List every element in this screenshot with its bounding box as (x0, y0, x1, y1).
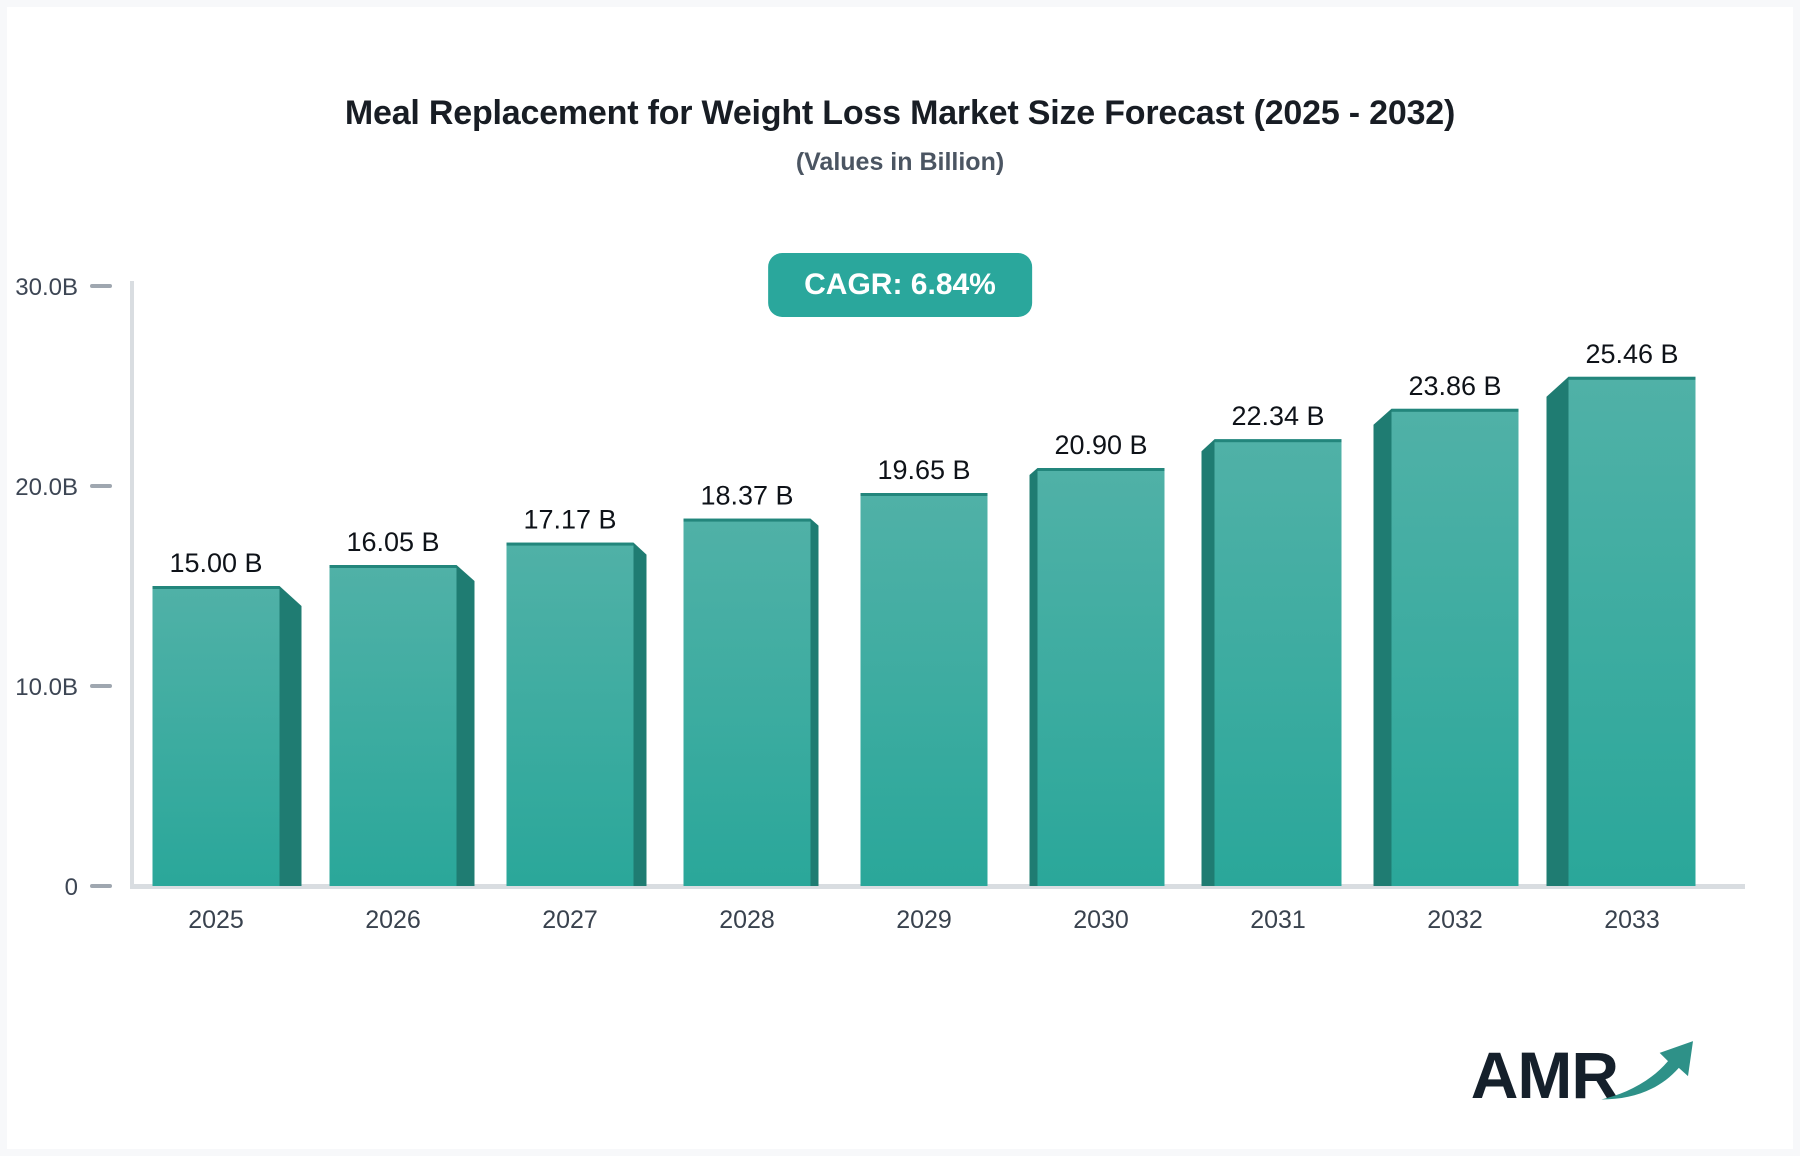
bar-side-face (1029, 468, 1038, 886)
bar-2029[interactable]: 19.65 B 2029 (860, 455, 988, 934)
x-axis-label: 2025 (188, 906, 244, 934)
bar-2027[interactable]: 17.17 B 2027 (506, 505, 647, 934)
bar-2026[interactable]: 16.05 B 2026 (329, 527, 475, 934)
bar-front-face (1037, 468, 1165, 886)
bar-front-face (1568, 376, 1696, 886)
bar-top-edge (1037, 468, 1165, 471)
bar-2032[interactable]: 23.86 B 2032 (1373, 371, 1519, 934)
bar-top-edge (329, 565, 457, 568)
y-tick-label: 30.0B (15, 274, 78, 301)
x-axis-label: 2032 (1427, 906, 1483, 934)
bar-value-label: 17.17 B (523, 505, 616, 535)
chart-title: Meal Replacement for Weight Loss Market … (344, 94, 1456, 132)
x-axis-line (130, 884, 1745, 889)
x-axis-label: 2026 (365, 906, 421, 934)
cagr-badge: CAGR: 6.84% (768, 253, 1032, 317)
bar-side-face (633, 542, 647, 886)
bar-2030[interactable]: 20.90 B 2030 (1029, 430, 1165, 934)
bar-side-face (279, 586, 302, 886)
bar-top-edge (1391, 408, 1519, 412)
bar-value-label: 16.05 B (346, 527, 439, 557)
bar-top-edge (860, 493, 988, 496)
x-axis-label: 2030 (1073, 906, 1129, 934)
bar-side-face (1373, 408, 1392, 886)
bar-top-edge (506, 542, 634, 546)
bar-front-face (329, 565, 457, 886)
bar-top-edge (152, 586, 280, 589)
bar-top-edge (683, 518, 811, 522)
bar-top-edge (1568, 376, 1696, 380)
bar-front-face (860, 493, 988, 886)
y-tick-mark (90, 484, 112, 488)
bar-value-label: 18.37 B (700, 481, 793, 511)
bar-side-face (456, 565, 475, 886)
amr-logo: AMR (1471, 1028, 1698, 1108)
bar-front-face (1391, 408, 1519, 886)
bar-2028[interactable]: 18.37 B 2028 (683, 481, 819, 934)
y-tick-label: 20.0B (15, 474, 78, 501)
bar-value-label: 25.46 B (1585, 339, 1678, 369)
bar-side-face (1546, 376, 1569, 886)
bar-value-label: 20.90 B (1054, 430, 1147, 460)
bar-front-face (152, 586, 280, 886)
bar-front-face (683, 518, 811, 886)
x-axis-label: 2031 (1250, 906, 1306, 934)
chart-subtitle: (Values in Billion) (795, 148, 1005, 176)
bar-2025[interactable]: 15.00 B 2025 (152, 548, 302, 934)
x-axis-label: 2028 (719, 906, 775, 934)
bar-value-label: 22.34 B (1231, 401, 1324, 431)
bar-side-face (1201, 439, 1215, 886)
bar-value-label: 19.65 B (877, 455, 970, 485)
y-tick-mark (90, 684, 112, 688)
bar-front-face (1214, 439, 1342, 886)
x-axis-label: 2027 (542, 906, 598, 934)
bar-side-face (810, 518, 819, 886)
bar-value-label: 15.00 B (169, 548, 262, 578)
bar-front-face (506, 542, 634, 886)
bar-2031[interactable]: 22.34 B 2031 (1201, 401, 1342, 934)
y-tick-label: 0 (65, 874, 78, 901)
bar-2033[interactable]: 25.46 B 2033 (1546, 339, 1696, 934)
growth-arrow-icon (1601, 1041, 1693, 1100)
bar-value-label: 23.86 B (1408, 371, 1501, 401)
bar-top-edge (1214, 439, 1342, 443)
y-tick-mark (90, 284, 112, 288)
x-axis-label: 2033 (1604, 906, 1660, 934)
x-axis-label: 2029 (896, 906, 952, 934)
y-axis-line (130, 281, 134, 889)
amr-logo-text: AMR (1470, 1038, 1619, 1112)
y-tick-mark (90, 884, 112, 888)
y-tick-label: 10.0B (15, 674, 78, 701)
